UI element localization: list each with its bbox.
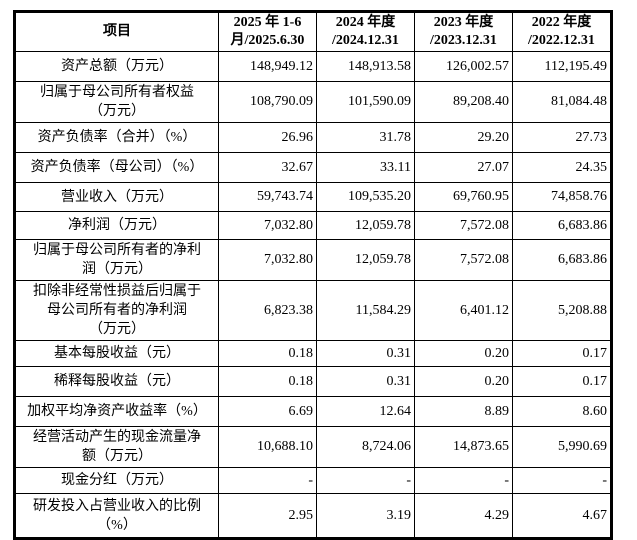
value-cell: 7,572.08 [414,239,513,281]
value-cell: 0.20 [414,340,513,367]
value-cell: 27.07 [414,152,513,183]
item-label-cell: 资产负债率（合并）（%） [14,122,219,153]
value-cell: 0.18 [218,340,317,367]
value-cell: 32.67 [218,152,317,183]
value-cell: 0.31 [316,340,415,367]
value-cell: 6,823.38 [218,280,317,341]
value-cell: 12,059.78 [316,211,415,240]
item-label-cell: 稀释每股收益（元） [14,366,219,397]
table-row: 资产总额（万元） 148,949.12 148,913.58 126,002.57 11… [14,51,612,82]
table-row: 现金分红（万元） - - - - [14,467,612,494]
table-row: 扣除非经常性损益后归属于 母公司所有者的净利润 （万元） 6,823.38 11,5… [14,280,612,341]
period-column-header: 2024 年度 /2024.12.31 [316,11,415,52]
value-cell: 6,683.86 [512,239,612,281]
item-label-cell: 研发投入占营业收入的比例 （%） [14,493,219,539]
item-label-cell: 资产负债率（母公司）（%） [14,152,219,183]
table-row: 加权平均净资产收益率（%） 6.69 12.64 8.89 8.60 [14,396,612,427]
value-cell: 27.73 [512,122,612,153]
value-cell: 12,059.78 [316,239,415,281]
value-cell: 12.64 [316,396,415,427]
value-cell: - [512,467,612,494]
header-row: 项目 2025 年 1-6 月/2025.6.30 2024 年度 /2024.12… [14,11,612,52]
value-cell: 126,002.57 [414,51,513,82]
item-label-cell: 归属于母公司所有者权益 （万元） [14,81,219,123]
value-cell: 89,208.40 [414,81,513,123]
value-cell: 6,401.12 [414,280,513,341]
item-label-cell: 加权平均净资产收益率（%） [14,396,219,427]
period-column-header: 2025 年 1-6 月/2025.6.30 [218,11,317,52]
value-cell: 8,724.06 [316,426,415,468]
value-cell: 8.89 [414,396,513,427]
value-cell: 5,990.69 [512,426,612,468]
table-row: 经营活动产生的现金流量净 额（万元） 10,688.10 8,724.06 14,87… [14,426,612,468]
item-column-header: 项目 [14,11,219,52]
value-cell: 29.20 [414,122,513,153]
table-row: 稀释每股收益（元） 0.18 0.31 0.20 0.17 [14,366,612,397]
value-cell: 4.29 [414,493,513,539]
table-row: 归属于母公司所有者的净利 润（万元） 7,032.80 12,059.78 7,572… [14,239,612,281]
value-cell: 0.17 [512,366,612,397]
value-cell: 148,913.58 [316,51,415,82]
item-label-cell: 营业收入（万元） [14,182,219,212]
value-cell: 7,032.80 [218,211,317,240]
value-cell: 11,584.29 [316,280,415,341]
item-label-cell: 净利润（万元） [14,211,219,240]
item-label-cell: 归属于母公司所有者的净利 润（万元） [14,239,219,281]
item-label-cell: 经营活动产生的现金流量净 额（万元） [14,426,219,468]
table-row: 营业收入（万元） 59,743.74 109,535.20 69,760.95 74,8… [14,182,612,212]
value-cell: 69,760.95 [414,182,513,212]
value-cell: 26.96 [218,122,317,153]
period-column-header: 2023 年度 /2023.12.31 [414,11,513,52]
value-cell: - [218,467,317,494]
value-cell: 2.95 [218,493,317,539]
value-cell: 0.17 [512,340,612,367]
value-cell: 81,084.48 [512,81,612,123]
value-cell: 4.67 [512,493,612,539]
value-cell: 0.31 [316,366,415,397]
value-cell: 112,195.49 [512,51,612,82]
table-row: 资产负债率（合并）（%） 26.96 31.78 29.20 27.73 [14,122,612,153]
value-cell: 6.69 [218,396,317,427]
financial-summary-table: 项目 2025 年 1-6 月/2025.6.30 2024 年度 /2024.12… [13,10,613,540]
value-cell: 10,688.10 [218,426,317,468]
item-label-cell: 资产总额（万元） [14,51,219,82]
value-cell: 24.35 [512,152,612,183]
value-cell: 14,873.65 [414,426,513,468]
value-cell: 108,790.09 [218,81,317,123]
value-cell: 7,032.80 [218,239,317,281]
value-cell: 33.11 [316,152,415,183]
table-body: 资产总额（万元） 148,949.12 148,913.58 126,002.57 11… [14,51,612,539]
table-row: 归属于母公司所有者权益 （万元） 108,790.09 101,590.09 89,2… [14,81,612,123]
table-row: 基本每股收益（元） 0.18 0.31 0.20 0.17 [14,340,612,367]
table-row: 净利润（万元） 7,032.80 12,059.78 7,572.08 6,683.86 [14,211,612,240]
value-cell: - [316,467,415,494]
value-cell: 6,683.86 [512,211,612,240]
value-cell: - [414,467,513,494]
value-cell: 8.60 [512,396,612,427]
value-cell: 0.20 [414,366,513,397]
value-cell: 148,949.12 [218,51,317,82]
value-cell: 74,858.76 [512,182,612,212]
item-label-cell: 现金分红（万元） [14,467,219,494]
item-label-cell: 扣除非经常性损益后归属于 母公司所有者的净利润 （万元） [14,280,219,341]
value-cell: 59,743.74 [218,182,317,212]
value-cell: 109,535.20 [316,182,415,212]
table-row: 资产负债率（母公司）（%） 32.67 33.11 27.07 24.35 [14,152,612,183]
value-cell: 101,590.09 [316,81,415,123]
value-cell: 5,208.88 [512,280,612,341]
value-cell: 7,572.08 [414,211,513,240]
item-label-cell: 基本每股收益（元） [14,340,219,367]
value-cell: 31.78 [316,122,415,153]
table-row: 研发投入占营业收入的比例 （%） 2.95 3.19 4.29 4.67 [14,493,612,539]
value-cell: 0.18 [218,366,317,397]
period-column-header: 2022 年度 /2022.12.31 [512,11,612,52]
value-cell: 3.19 [316,493,415,539]
